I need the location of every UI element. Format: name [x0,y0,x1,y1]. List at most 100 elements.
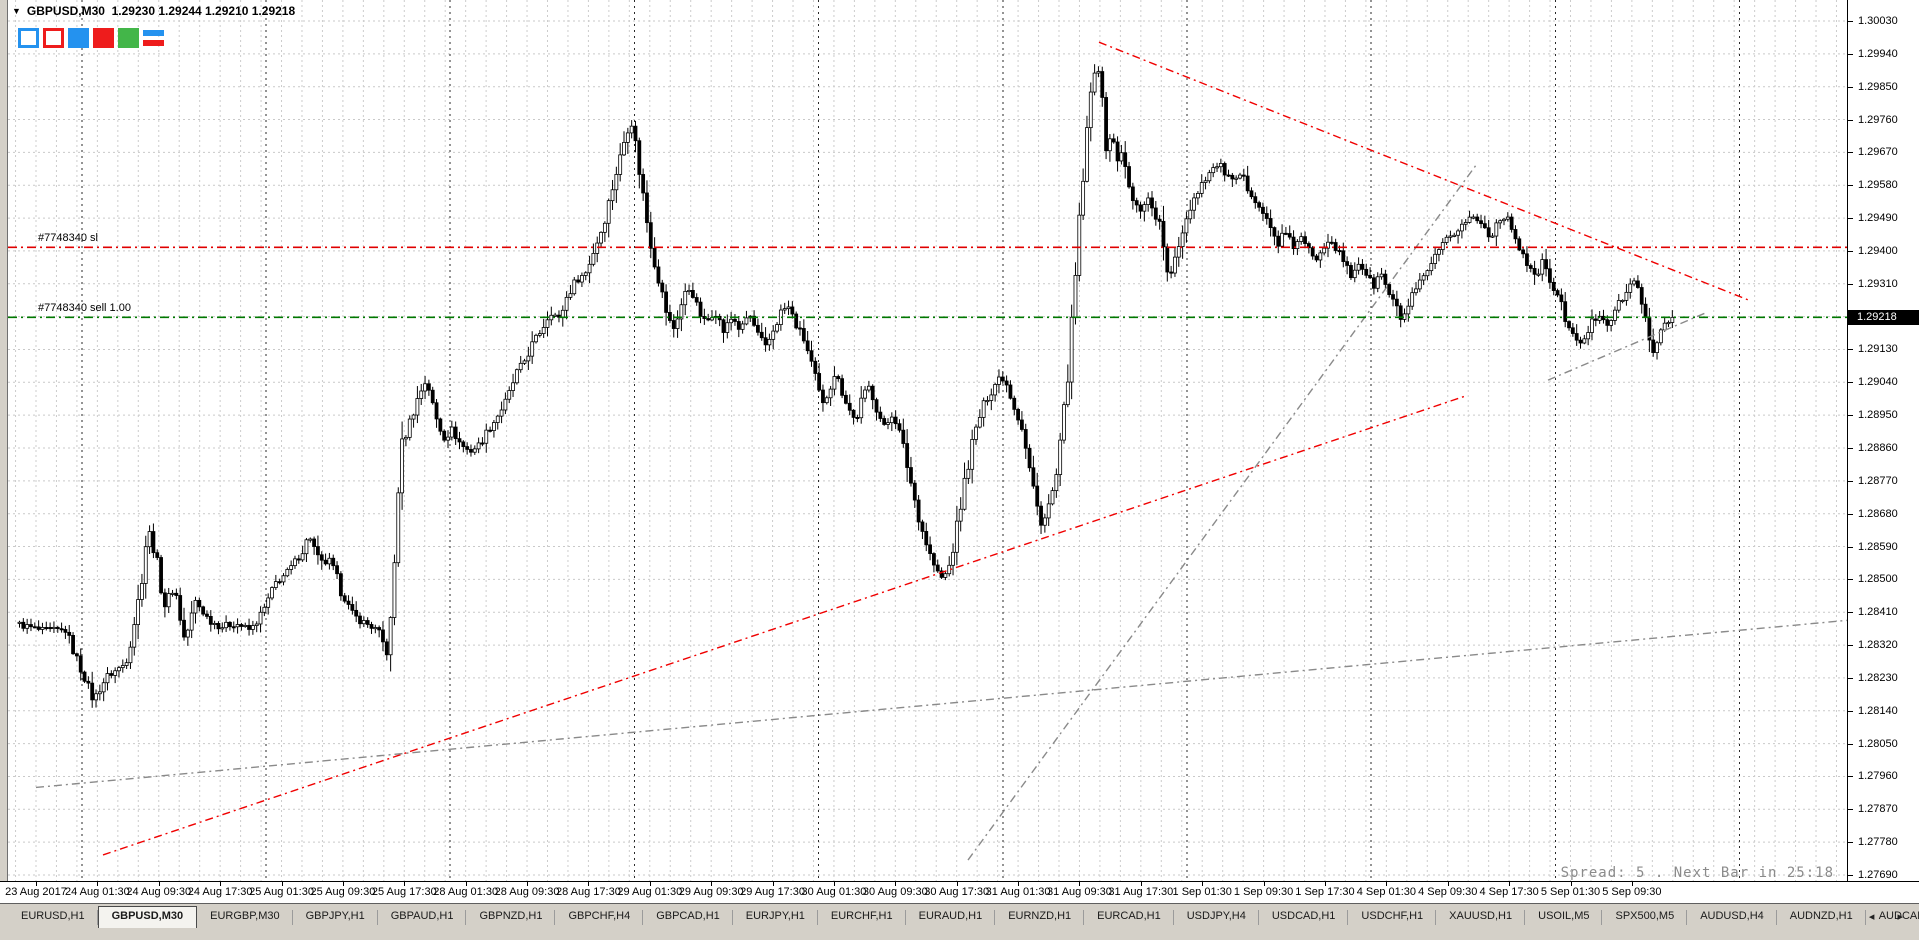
time-tick-mark [1447,882,1449,886]
price-tick-mark [1848,53,1853,55]
time-tick-mark [97,882,99,886]
price-tick-mark [1848,349,1853,351]
channel-trendline-gray[interactable] [35,619,1848,789]
chart-symbol-period: GBPUSD,M30 [26,4,105,18]
time-tick-mark [1202,882,1204,886]
time-tick-label: 30 Aug 17:30 [924,886,990,898]
square-fill-red-icon[interactable] [93,28,114,48]
spread-status: Spread: 5 . Next Bar in 25:18 [1560,865,1834,881]
price-tick-mark [1848,480,1853,482]
time-tick-label: 30 Aug 01:30 [801,886,867,898]
order-label-sell: #7748340 sell 1.00 [38,302,131,315]
tab-xauusd-h1[interactable]: XAUUSD,H1 [1436,906,1526,928]
price-tick-label: 1.27780 [1858,836,1898,849]
price-tick-label: 1.28770 [1858,474,1898,487]
tab-usdjpy-h4[interactable]: USDJPY,H4 [1174,906,1259,928]
price-tick-mark [1848,513,1853,515]
time-tick-mark [1263,882,1265,886]
price-tick-mark [1848,874,1853,876]
tab-eurusd-h1[interactable]: EURUSD,H1 [8,906,98,928]
price-tick-label: 1.29400 [1858,244,1898,257]
time-tick-label: 28 Aug 01:30 [433,886,499,898]
square-outline-red-icon[interactable] [43,28,64,48]
price-tick-mark [1848,612,1853,614]
tab-eurjpy-h1[interactable]: EURJPY,H1 [733,906,818,928]
time-tick-mark [1509,882,1511,886]
tab-audcad-daily[interactable]: AUDCAD,Daily [1878,910,1919,922]
tab-spx500-m5[interactable]: SPX500,M5 [1602,906,1688,928]
price-axis[interactable]: 1.30030 1.29940 1.29850 1.29760 1.29670 1.295… [1848,0,1919,881]
tab-gbpcad-h1[interactable]: GBPCAD,H1 [643,906,733,928]
price-tick-label: 1.28680 [1858,507,1898,520]
time-tick-mark [772,882,774,886]
price-tick-label: 1.28590 [1858,540,1898,553]
tab-gbpusd-m30[interactable]: GBPUSD,M30 [97,906,198,928]
price-tick-mark [1848,776,1853,778]
minor-trendline-gray[interactable] [1547,311,1709,381]
current-price-badge: 1.29218 [1848,309,1919,325]
tab-audusd-h4[interactable]: AUDUSD,H4 [1687,906,1777,928]
support-trendline-red[interactable] [102,395,1467,856]
price-tick-label: 1.29850 [1858,80,1898,93]
time-tick-mark [833,882,835,886]
price-tick-label: 1.29130 [1858,343,1898,356]
price-tick-label: 1.28410 [1858,606,1898,619]
tab-eurnzd-h1[interactable]: EURNZD,H1 [995,906,1085,928]
chart-menu-arrow-icon[interactable]: ▼ [12,6,21,16]
time-tick-label: 1 Sep 01:30 [1172,886,1232,898]
time-tick-label: 28 Aug 09:30 [494,886,560,898]
tab-eurchf-h1[interactable]: EURCHF,H1 [818,906,906,928]
price-tick-mark [1848,809,1853,811]
time-tick-mark [527,882,529,886]
chart-legend: ▼ GBPUSD,M30 1.29230 1.29244 1.29210 1.29… [12,4,295,18]
window-left-edge [0,0,8,903]
time-axis[interactable]: 23 Aug 2017 24 Aug 01:30 24 Aug 09:30 24 Au… [0,881,1919,903]
time-tick-mark [36,882,37,886]
trendlines [35,41,1848,861]
bars-blue-red-icon[interactable] [143,28,164,48]
time-tick-mark [158,882,160,886]
price-tick-mark [1848,447,1853,449]
price-tick-mark [1848,250,1853,252]
tab-gbpaud-h1[interactable]: GBPAUD,H1 [378,906,467,928]
tab-gbpnzd-h1[interactable]: GBPNZD,H1 [466,906,556,928]
tab-euraud-h1[interactable]: EURAUD,H1 [906,906,996,928]
time-tick-mark [1631,882,1633,886]
time-tick-label: 29 Aug 09:30 [678,886,744,898]
square-fill-blue-icon[interactable] [68,28,89,48]
time-tick-label: 24 Aug 01:30 [64,886,130,898]
tab-gbpjpy-h1[interactable]: GBPJPY,H1 [293,906,378,928]
time-tick-mark [281,882,283,886]
resistance-trendline-red[interactable] [1098,41,1749,301]
price-tick-mark [1848,86,1853,88]
time-tick-label: 24 Aug 09:30 [126,886,192,898]
tab-gbpchf-h4[interactable]: GBPCHF,H4 [555,906,644,928]
tab-eurgbp-m30[interactable]: EURGBP,M30 [197,906,293,928]
tab-usoil-m5[interactable]: USOIL,M5 [1525,906,1603,928]
time-tick-mark [1324,882,1326,886]
square-outline-blue-icon[interactable] [18,28,39,48]
chart-tab-bar: EURUSD,H1 GBPUSD,M30 EURGBP,M30 GBPJPY,H1 GB… [0,903,1919,940]
time-tick-label: 4 Sep 01:30 [1356,886,1417,898]
tab-audnzd-h1[interactable]: AUDNZD,H1 [1777,906,1866,928]
tab-usdcad-h1[interactable]: USDCAD,H1 [1259,906,1349,928]
time-tick-label: 30 Aug 09:30 [862,886,928,898]
price-tick-label: 1.29040 [1858,376,1898,389]
price-tick-label: 1.28500 [1858,573,1898,586]
time-tick-mark [711,882,713,886]
time-tick-label: 4 Sep 09:30 [1418,886,1478,898]
steep-trendline-gray[interactable] [967,164,1477,861]
price-tick-mark [1848,382,1853,384]
tab-scroll-arrows[interactable]: ◂ ▸ [1868,911,1913,923]
tab-eurcad-h1[interactable]: EURCAD,H1 [1084,906,1174,928]
time-tick-mark [649,882,651,886]
chart-area[interactable]: ▼ GBPUSD,M30 1.29230 1.29244 1.29210 1.29… [8,0,1848,881]
time-tick-mark [220,882,222,886]
price-tick-mark [1848,283,1853,285]
price-tick-mark [1848,579,1853,581]
candlestick-chart [8,0,1848,881]
time-tick-label: 25 Aug 17:30 [371,886,437,898]
square-fill-green-icon[interactable] [118,28,139,48]
tab-usdchf-h1[interactable]: USDCHF,H1 [1348,906,1437,928]
price-tick-mark [1848,152,1853,154]
